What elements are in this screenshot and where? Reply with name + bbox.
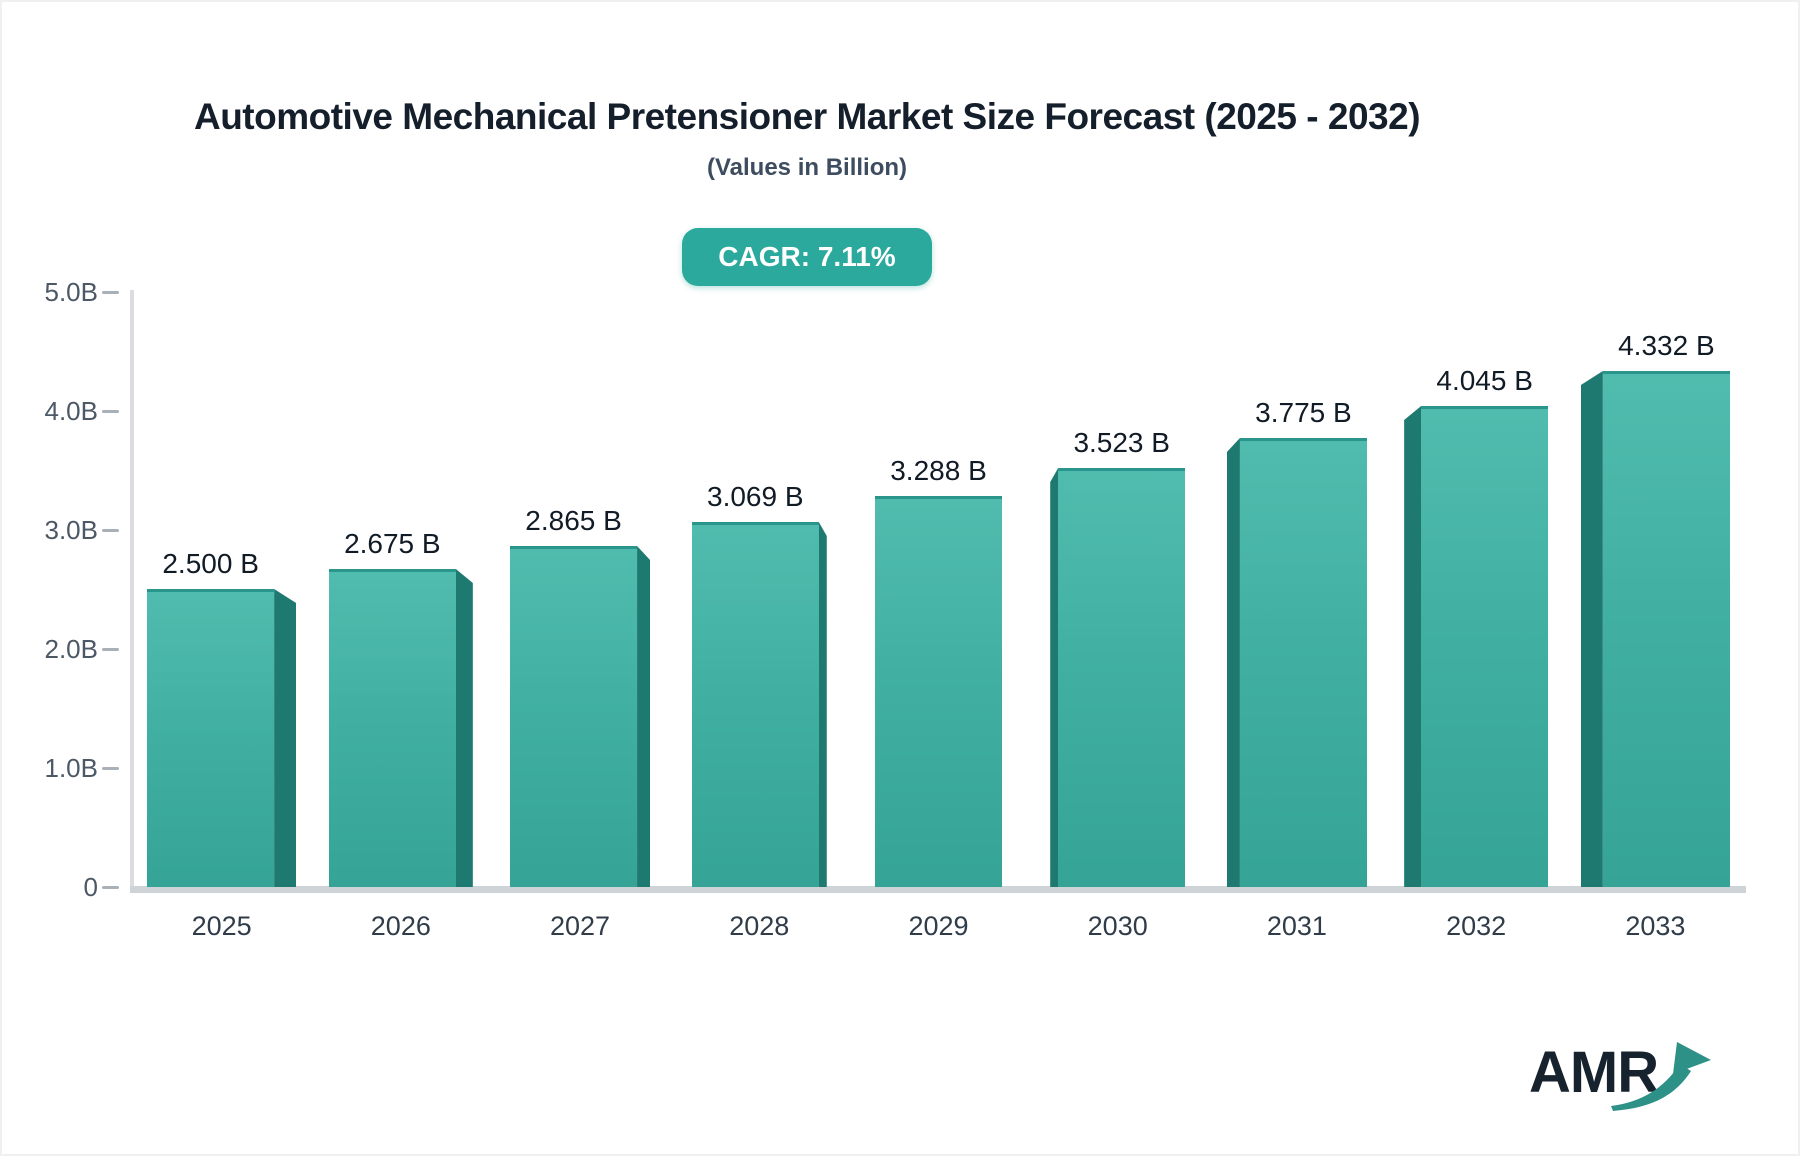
y-axis-tick <box>102 648 119 651</box>
chart-title: Automotive Mechanical Pretensioner Marke… <box>193 96 1421 137</box>
bar-face <box>510 546 638 887</box>
bar-face <box>147 589 275 887</box>
bar-slot: 3.288 B 2029 <box>849 292 1028 941</box>
bar-side-3d <box>637 546 651 887</box>
y-axis-label: 3.0B <box>44 515 99 545</box>
bar-side-3d <box>1580 371 1603 887</box>
bar-value-label: 2.865 B <box>525 505 622 536</box>
y-axis-label: 2.0B <box>44 634 99 664</box>
bar-face <box>328 569 456 887</box>
bar-side-3d <box>1404 406 1422 887</box>
x-axis-label: 2032 <box>1446 911 1507 941</box>
bar-face <box>874 496 1002 887</box>
bar-value-label: 4.332 B <box>1618 330 1715 361</box>
bar-value-label: 4.045 B <box>1436 365 1533 396</box>
bar: 3.523 B <box>1050 427 1186 887</box>
logo-arrow-icon <box>1611 1042 1711 1111</box>
x-axis-label: 2030 <box>1087 911 1148 941</box>
x-axis-label: 2025 <box>191 911 252 941</box>
bar-side-3d <box>1050 468 1059 887</box>
x-axis-label: 2027 <box>550 911 611 941</box>
x-axis-label: 2029 <box>908 911 969 941</box>
y-axis-label: 1.0B <box>44 753 99 783</box>
chart-header: Automotive Mechanical Pretensioner Marke… <box>2 2 1612 286</box>
bar-slot: 2.675 B 2026 <box>311 292 490 941</box>
bar-slot: 3.069 B 2028 <box>670 292 849 941</box>
bar-value-label: 3.288 B <box>890 455 987 486</box>
x-axis-label: 2033 <box>1625 911 1686 941</box>
bar-slot: 3.775 B 2031 <box>1207 292 1386 941</box>
cagr-badge: CAGR: 7.11% <box>682 228 932 286</box>
y-axis-line <box>130 290 134 889</box>
y-axis-label: 0 <box>83 872 98 902</box>
amr-logo: AMR <box>1529 1040 1711 1111</box>
logo-text: AMR <box>1529 1040 1658 1105</box>
x-axis-label: 2026 <box>370 911 431 941</box>
bar-face <box>1058 468 1186 887</box>
y-axis-tick <box>102 291 119 294</box>
x-axis-label: 2031 <box>1266 911 1327 941</box>
bar-side-3d <box>274 589 297 887</box>
y-axis-tick <box>102 410 119 413</box>
bar-side-3d <box>1226 438 1240 887</box>
bar-slot: 4.045 B 2032 <box>1387 292 1566 941</box>
y-axis-tick <box>102 886 119 889</box>
bar-value-label: 2.675 B <box>344 528 441 559</box>
bar-slot: 2.500 B 2025 <box>132 292 311 941</box>
y-axis-label: 4.0B <box>44 396 99 426</box>
bar-value-label: 3.775 B <box>1255 397 1352 428</box>
bar-face <box>691 522 819 887</box>
bar-face <box>1602 371 1730 887</box>
y-axis-label: 5.0B <box>44 277 99 307</box>
bar-face <box>1239 438 1367 887</box>
bar-side-3d <box>455 569 473 887</box>
bar-value-label: 2.500 B <box>162 548 259 579</box>
bar-value-label: 3.069 B <box>707 481 804 512</box>
bar-value-label: 3.523 B <box>1073 427 1170 458</box>
bar: 4.045 B <box>1404 365 1549 887</box>
bars-area: 2.500 B 2025 2.675 B 2026 2.865 B 2027 3.069 B… <box>132 292 1745 941</box>
bar: 3.069 B <box>691 481 827 887</box>
y-axis-tick <box>102 767 119 770</box>
bar: 2.675 B <box>328 528 473 887</box>
bar-side-3d <box>818 522 827 887</box>
bar: 3.288 B <box>874 455 1002 887</box>
y-axis-tick <box>102 529 119 532</box>
chart-subtitle: (Values in Billion) <box>706 154 908 181</box>
bar-slot: 3.523 B 2030 <box>1028 292 1207 941</box>
bar: 4.332 B <box>1580 330 1730 887</box>
bar: 2.865 B <box>510 505 651 887</box>
bar: 3.775 B <box>1226 397 1367 887</box>
x-axis-label: 2028 <box>729 911 790 941</box>
x-axis-line <box>130 886 1746 893</box>
bar-slot: 4.332 B 2033 <box>1566 292 1745 941</box>
bar-slot: 2.865 B 2027 <box>490 292 669 941</box>
bar: 2.500 B <box>147 548 297 887</box>
bar-face <box>1421 406 1549 887</box>
